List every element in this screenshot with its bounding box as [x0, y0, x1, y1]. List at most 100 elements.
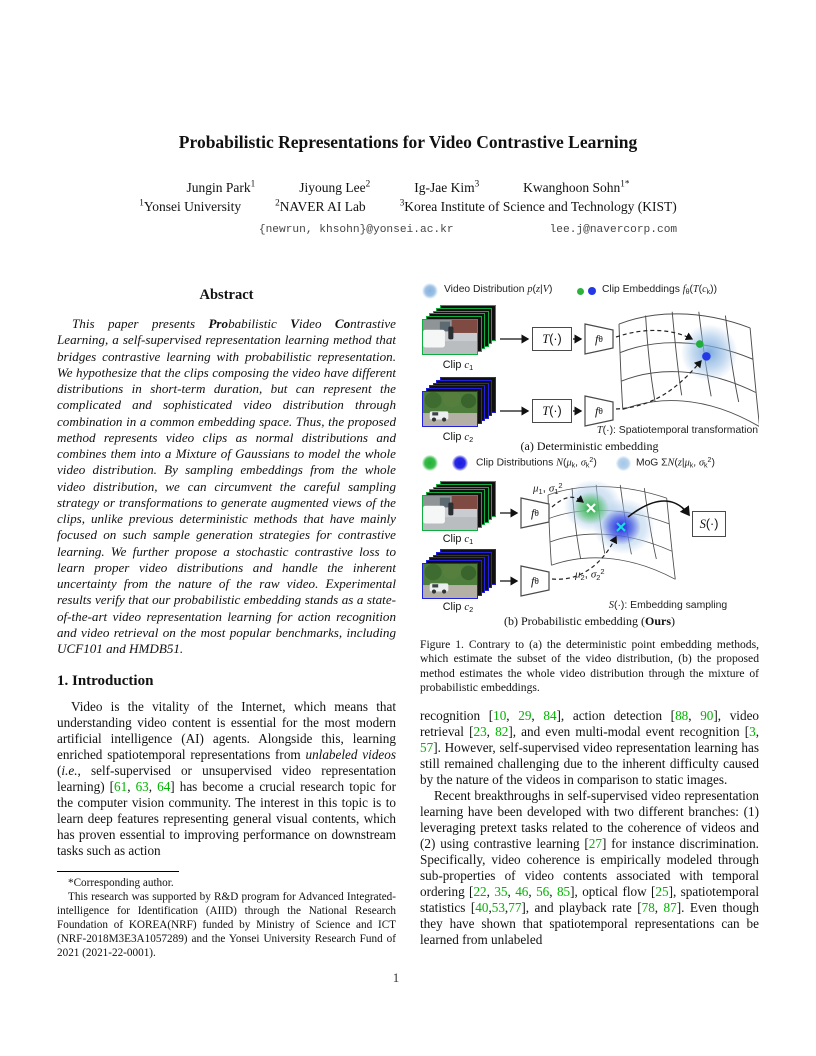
text-segment: S — [608, 600, 614, 611]
text-segment: ] has become a crucial research topic fo… — [57, 779, 396, 859]
text-segment: , — [507, 884, 516, 900]
text-segment: k — [689, 462, 694, 470]
left-column: Abstract This paper presents Probabilist… — [57, 287, 396, 869]
citation-link[interactable]: 46 — [515, 884, 529, 900]
citation-link[interactable]: 40 — [475, 900, 489, 916]
clip-c2-stack — [422, 377, 498, 427]
embedding-manifold-grid — [618, 311, 759, 428]
citation-link[interactable]: 57 — [420, 740, 434, 756]
text-segment: μ — [566, 457, 572, 469]
text-segment: , — [693, 457, 699, 469]
text-segment: , — [148, 779, 158, 795]
text-segment: θ — [534, 508, 539, 518]
text-segment: ], and even multi-modal event recognitio… — [508, 724, 750, 740]
text-segment: Clip — [442, 533, 465, 545]
citation-link[interactable]: 23 — [473, 724, 487, 740]
text-segment: Co — [334, 316, 351, 331]
video-distribution-blob-icon — [422, 283, 438, 299]
text-segment: ], action detection [ — [556, 708, 676, 724]
citation-link[interactable]: 77 — [508, 900, 522, 916]
affiliation: 1Yonsei University — [139, 197, 242, 214]
figure-1a-deterministic: Video Distribution p(z|V) Clip Embedding… — [420, 283, 759, 455]
email-address: lee.j@navercorp.com — [549, 224, 678, 236]
citation-link[interactable]: 87 — [663, 900, 677, 916]
text-segment: Clip — [442, 359, 465, 371]
citation-link[interactable]: 29 — [518, 708, 532, 724]
text-segment: 2 — [580, 572, 585, 582]
text-segment: z — [535, 284, 540, 295]
text-segment: , — [504, 900, 509, 916]
citation-link[interactable]: 88 — [675, 708, 689, 724]
text-segment: S — [699, 516, 706, 531]
clip-c1-stack — [422, 305, 498, 355]
text-segment: σ — [590, 568, 597, 581]
text-segment: ], and playback rate [ — [521, 900, 642, 916]
text-segment: ) — [548, 284, 553, 295]
park-scene-image — [423, 392, 477, 426]
text-segment: μ — [684, 457, 690, 469]
citation-link[interactable]: 35 — [494, 884, 508, 900]
citation-link[interactable]: 84 — [543, 708, 557, 724]
citation-link[interactable]: 78 — [641, 900, 655, 916]
legend-clip-distributions: Clip Distributions N(μk, σk2) — [476, 457, 597, 469]
text-segment: f — [595, 403, 599, 418]
citation-link[interactable]: 82 — [495, 724, 509, 740]
right-column: Video Distribution p(z|V) Clip Embedding… — [420, 283, 759, 973]
intro-paragraph: Video is the vitality of the Internet, w… — [57, 699, 396, 859]
mog-distribution-halo — [592, 498, 655, 555]
author-name: Kwanghoon Sohn1* — [523, 178, 630, 195]
text-segment: N — [667, 457, 675, 469]
author-name: Jiyoung Lee2 — [299, 178, 371, 195]
paper-header: Probabilistic Representations for Video … — [0, 132, 816, 236]
text-segment: k — [585, 462, 590, 470]
affiliation-list: 1Yonsei University 2NAVER AI Lab 3Korea … — [0, 197, 816, 215]
citation-link[interactable]: 64 — [157, 779, 171, 795]
citation-link[interactable]: 3 — [749, 724, 756, 740]
citation-link[interactable]: 27 — [588, 836, 602, 852]
text-segment: ) — [711, 457, 715, 469]
author-affil-mark: 3 — [474, 178, 480, 189]
text-segment: μ — [575, 568, 581, 581]
citation-link[interactable]: 25 — [655, 884, 669, 900]
citation-link[interactable]: 63 — [135, 779, 149, 795]
citation-link[interactable]: 90 — [700, 708, 714, 724]
author-affil-mark: 1* — [620, 178, 630, 189]
text-segment: σ — [580, 457, 586, 469]
abstract-text: This paper presents Probabilistic Video … — [57, 316, 396, 657]
text-segment: , — [575, 457, 581, 469]
text-segment: , — [488, 900, 492, 916]
text-segment: Video Distribution — [444, 284, 528, 295]
text-segment: , — [654, 900, 664, 916]
subcaption-a: (a) Deterministic embedding — [520, 439, 659, 453]
mean2-cross-marker — [616, 522, 626, 532]
text-segment: (·) — [549, 404, 562, 418]
affiliation: 2NAVER AI Lab — [275, 197, 366, 214]
clip-c2-stack — [422, 549, 498, 599]
citation-link[interactable]: 22 — [473, 884, 487, 900]
transformation-box: T (·) — [532, 327, 572, 351]
street-scene-image — [423, 496, 477, 530]
abstract-heading: Abstract — [199, 287, 254, 303]
citation-link[interactable]: 85 — [556, 884, 571, 900]
embedding-manifold-grid — [547, 479, 676, 580]
text-segment: 2 — [589, 457, 594, 464]
text-segment: θ — [534, 576, 539, 586]
text-segment: σ — [698, 457, 705, 469]
email-list: {newrun, khsohn}@yonsei.ac.kr lee.j@nave… — [0, 224, 816, 236]
text-segment: 2 — [558, 481, 563, 490]
text-segment: (·): Embedding sampling — [614, 600, 728, 611]
text-segment: ], optical flow [ — [570, 884, 656, 900]
clip1-thumbnail — [422, 495, 478, 531]
citation-link[interactable]: 10 — [493, 708, 507, 724]
author-name: Jungin Park1 — [186, 178, 256, 195]
legend-video-distribution: Video Distribution p(z|V) — [444, 284, 552, 295]
page-title: Probabilistic Representations for Video … — [178, 132, 638, 152]
citation-link[interactable]: 56 — [536, 884, 550, 900]
text-segment: ( — [689, 284, 693, 295]
text-segment: T — [596, 425, 603, 436]
citation-link[interactable]: 61 — [114, 779, 128, 795]
text-segment: , — [688, 708, 701, 724]
text-segment: T — [692, 284, 699, 295]
text-segment: V — [290, 316, 299, 331]
citation-link[interactable]: 53 — [491, 900, 505, 916]
